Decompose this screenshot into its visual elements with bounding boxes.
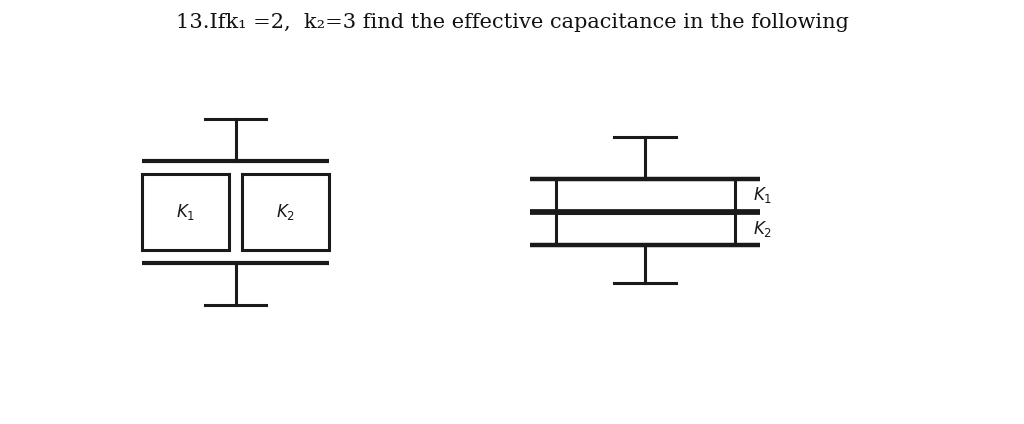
Bar xyxy=(555,179,735,211)
Bar xyxy=(555,213,735,245)
Text: $K_2$: $K_2$ xyxy=(275,202,295,222)
Text: $K_2$: $K_2$ xyxy=(754,219,772,239)
Bar xyxy=(142,174,229,250)
Bar xyxy=(242,174,329,250)
Text: $K_1$: $K_1$ xyxy=(754,185,772,205)
Text: $K_1$: $K_1$ xyxy=(176,202,196,222)
Text: 13.Ifk₁ =2,  k₂=3 find the effective capacitance in the following: 13.Ifk₁ =2, k₂=3 find the effective capa… xyxy=(175,13,849,32)
